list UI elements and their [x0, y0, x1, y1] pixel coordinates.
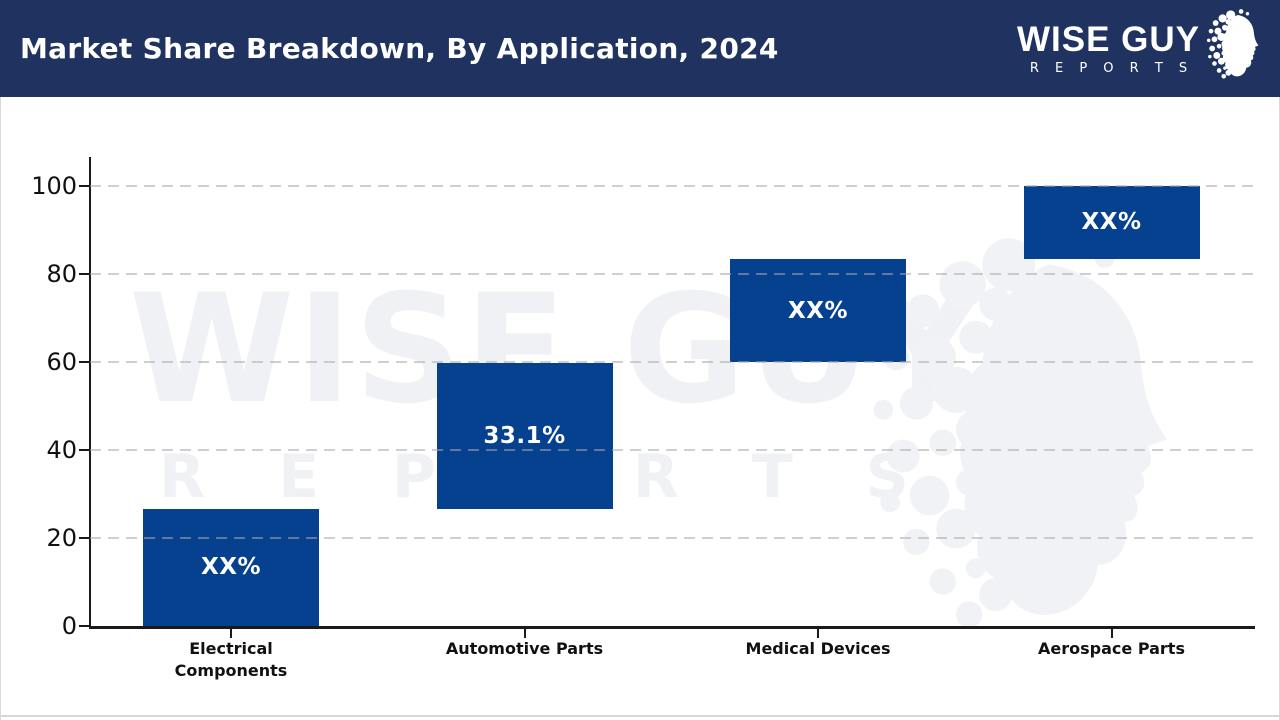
x-category-label-aerospace-parts: Aerospace Parts [1038, 639, 1185, 658]
bar-value-label: XX% [1081, 209, 1142, 236]
x-tick-mark-medical-devices [817, 629, 819, 638]
gridline-80 [90, 273, 1254, 275]
logo-wordmark: WISE GUY R E P O R T S [1017, 22, 1200, 75]
bar-medical-devices: XX% [730, 258, 906, 363]
y-axis [89, 157, 91, 628]
y-tick-label-80: 80 [46, 260, 77, 288]
bar-automotive-parts: 33.1% [436, 363, 613, 509]
bottom-divider [1, 715, 1280, 717]
chart-area: WISE GUY R E P O R T S 020406080100XX%El… [0, 97, 1280, 720]
x-category-label-automotive-parts: Automotive Parts [445, 639, 604, 658]
plot: 0 20 40 60 80 100 XX% Electrical Components 33.1… [1, 97, 1279, 720]
chart-title: Market Share Breakdown, By Application, … [20, 32, 779, 65]
y-tick-mark-60 [79, 361, 89, 363]
gridline-40 [90, 449, 1254, 451]
y-tick-mark-80 [79, 273, 89, 275]
header: Market Share Breakdown, By Application, … [0, 0, 1280, 97]
x-tick-mark-aerospace-parts [1110, 629, 1113, 638]
bar-aerospace-parts: XX% [1023, 186, 1200, 259]
logo-subtitle-text: R E P O R T S [1029, 61, 1194, 76]
y-tick-mark-100 [79, 185, 89, 187]
y-tick-label-100: 100 [31, 172, 77, 200]
x-category-label-medical-devices: Medical Devices [745, 639, 891, 658]
y-tick-mark-20 [79, 537, 89, 539]
dotted-head-icon [1206, 9, 1259, 79]
bar-value-label: XX% [787, 297, 848, 324]
gridline-100 [90, 185, 1254, 187]
x-tick-mark-electrical-components [230, 629, 232, 638]
bar-value-label: 33.1% [483, 423, 566, 450]
logo-name-text: WISE GUY [1016, 20, 1200, 59]
gridline-20 [90, 537, 1254, 539]
y-tick-mark-0 [79, 625, 89, 627]
y-tick-label-60: 60 [46, 348, 77, 376]
gridline-60 [90, 361, 1254, 363]
y-tick-label-40: 40 [46, 436, 77, 464]
y-tick-mark-40 [79, 449, 89, 451]
x-axis [89, 626, 1255, 629]
x-category-label-electrical-components: Electrical Components [174, 639, 288, 680]
bar-electrical-components: XX% [143, 508, 319, 626]
wise-guy-logo: WISE GUY R E P O R T S [1017, 8, 1262, 89]
y-tick-label-0: 0 [61, 612, 77, 640]
y-tick-label-20: 20 [46, 524, 77, 552]
bar-value-label: XX% [200, 554, 261, 581]
x-tick-mark-automotive-parts [523, 629, 526, 638]
